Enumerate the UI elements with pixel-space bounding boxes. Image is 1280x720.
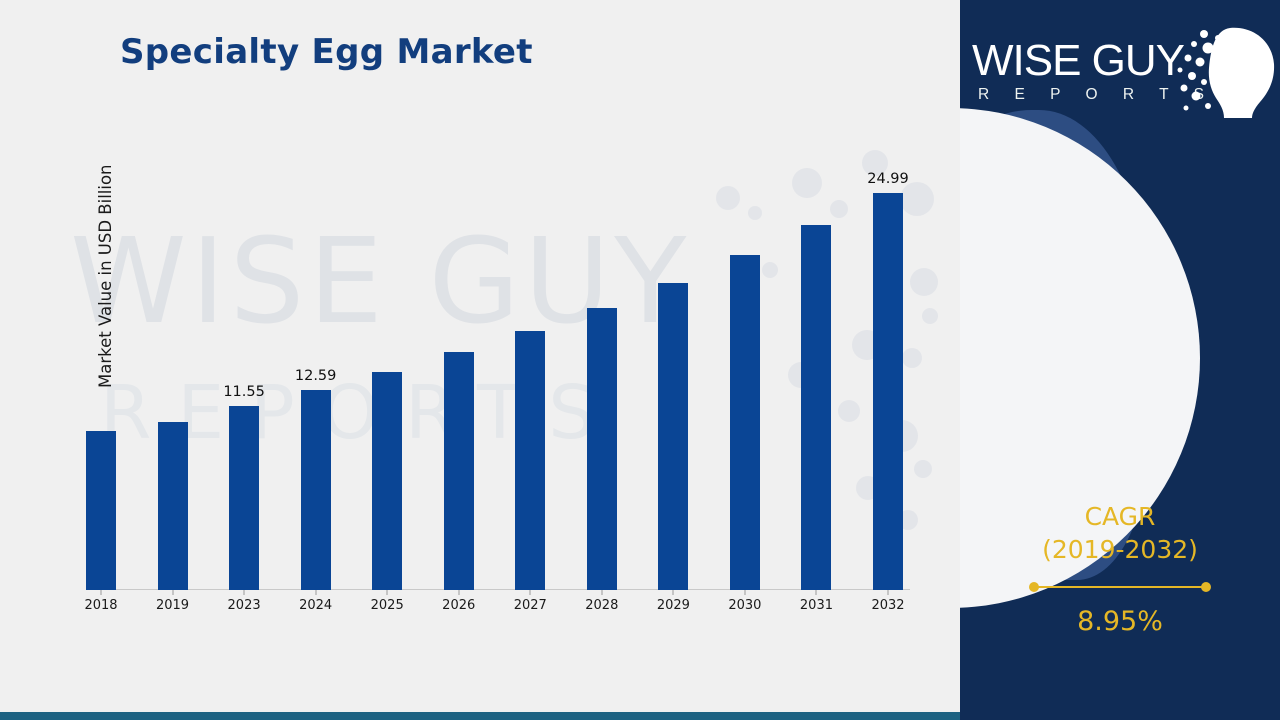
bar-value-label-2032: 24.99: [867, 171, 909, 187]
x-tick-2019: [172, 590, 174, 595]
decorative-dot: [914, 460, 932, 478]
x-axis-label-2024: 2024: [299, 598, 333, 613]
divider-line: [1034, 586, 1206, 588]
bar-rect-2018[interactable]: [86, 431, 116, 590]
dotted-head-profile-icon: [1177, 27, 1275, 119]
x-tick-2028: [601, 590, 603, 595]
x-tick-2029: [672, 590, 674, 595]
chart-area: WISE GUY REPORTS Specialty Egg Market Ma…: [0, 32, 962, 720]
cagr-value: 8.95%: [1077, 606, 1163, 637]
x-tick-2026: [458, 590, 460, 595]
x-tick-2027: [529, 590, 531, 595]
bar-2026[interactable]: 2026: [442, 352, 475, 613]
bar-rect-2031[interactable]: [801, 225, 832, 590]
bar-rect-2019[interactable]: [157, 422, 188, 590]
x-axis-label-2027: 2027: [513, 598, 547, 613]
logo-subtext: R E P O R T S: [978, 86, 1215, 103]
bar-value-label-2023: 11.55: [223, 384, 265, 400]
decorative-dot: [762, 262, 778, 278]
x-tick-2030: [744, 590, 746, 595]
bar-2019[interactable]: 2019: [156, 422, 189, 613]
bar-rect-2023[interactable]: [229, 406, 260, 590]
cagr-label: CAGR: [1084, 502, 1156, 531]
decorative-dot: [902, 348, 922, 368]
bottom-accent-strip: [0, 712, 962, 720]
bar-rect-2027[interactable]: [515, 331, 546, 590]
cagr-period: (2019-2032): [1042, 535, 1198, 564]
x-axis-label-2023: 2023: [227, 598, 261, 613]
x-axis-label-2018: 2018: [84, 598, 118, 613]
bar-rect-2032[interactable]: [873, 193, 903, 590]
bar-value-label-2024: 12.59: [294, 368, 337, 384]
decorative-dot: [748, 206, 762, 220]
bar-2027[interactable]: 2027: [514, 331, 547, 613]
x-axis-label-2031: 2031: [799, 598, 833, 613]
decorative-dot: [898, 510, 918, 530]
bar-2028[interactable]: 2028: [585, 308, 618, 613]
x-tick-2018: [100, 590, 102, 595]
divider-dot-right: [1201, 582, 1211, 592]
cagr-divider: [1029, 582, 1211, 592]
page-title: Specialty Egg Market: [120, 32, 533, 72]
bar-rect-2024[interactable]: [300, 390, 331, 590]
watermark-line1: WISE GUY: [70, 212, 691, 350]
bar-rect-2028[interactable]: [586, 308, 617, 590]
logo-wordmark: WISE GUY: [972, 36, 1185, 85]
bar-2025[interactable]: 2025: [371, 372, 404, 613]
bar-chart-plot: Market Value in USD Billion 2018 2019 11.5…: [70, 150, 910, 613]
cagr-block: CAGR (2019-2032) 8.95%: [960, 500, 1280, 637]
decorative-dot: [922, 308, 938, 324]
y-axis-title: Market Value in USD Billion: [96, 164, 115, 388]
wiseguy-logo[interactable]: WISE GUY R E P O R T S: [966, 24, 1280, 120]
x-tick-2032: [887, 590, 889, 595]
bar-2031[interactable]: 2031: [800, 225, 833, 613]
decorative-dot: [900, 182, 934, 216]
bar-rect-2026[interactable]: [443, 352, 474, 590]
decorative-dot: [838, 400, 860, 422]
bar-2023[interactable]: 11.55 2023: [223, 384, 265, 613]
bar-rect-2025[interactable]: [372, 372, 403, 590]
x-axis-label-2026: 2026: [442, 598, 476, 613]
x-axis-label-2030: 2030: [728, 598, 762, 613]
decorative-dot: [910, 268, 938, 296]
x-tick-2025: [386, 590, 388, 595]
bar-rect-2030[interactable]: [729, 255, 760, 590]
bar-2030[interactable]: 2030: [728, 255, 761, 613]
x-tick-2023: [243, 590, 245, 595]
x-axis-label-2028: 2028: [585, 598, 619, 613]
bar-2029[interactable]: 2029: [657, 283, 690, 613]
decorative-dot: [830, 200, 848, 218]
bar-2018[interactable]: 2018: [84, 431, 118, 613]
x-axis-line: [86, 589, 910, 590]
decorative-dot: [792, 168, 822, 198]
brand-panel: WISE GUY R E P O R T S CAGR (2019-2032): [960, 0, 1280, 720]
x-axis-label-2019: 2019: [155, 598, 190, 613]
decorative-dot: [716, 186, 740, 210]
bar-2032[interactable]: 24.99 2032: [867, 171, 909, 613]
bar-2024[interactable]: 12.59 2024: [295, 368, 337, 613]
x-tick-2024: [315, 590, 317, 595]
x-axis-label-2032: 2032: [871, 598, 905, 613]
x-axis-label-2025: 2025: [370, 598, 404, 613]
decorative-dot: [862, 150, 888, 176]
x-tick-2031: [815, 590, 817, 595]
bar-rect-2029[interactable]: [658, 283, 689, 590]
x-axis-label-2029: 2029: [656, 598, 690, 613]
